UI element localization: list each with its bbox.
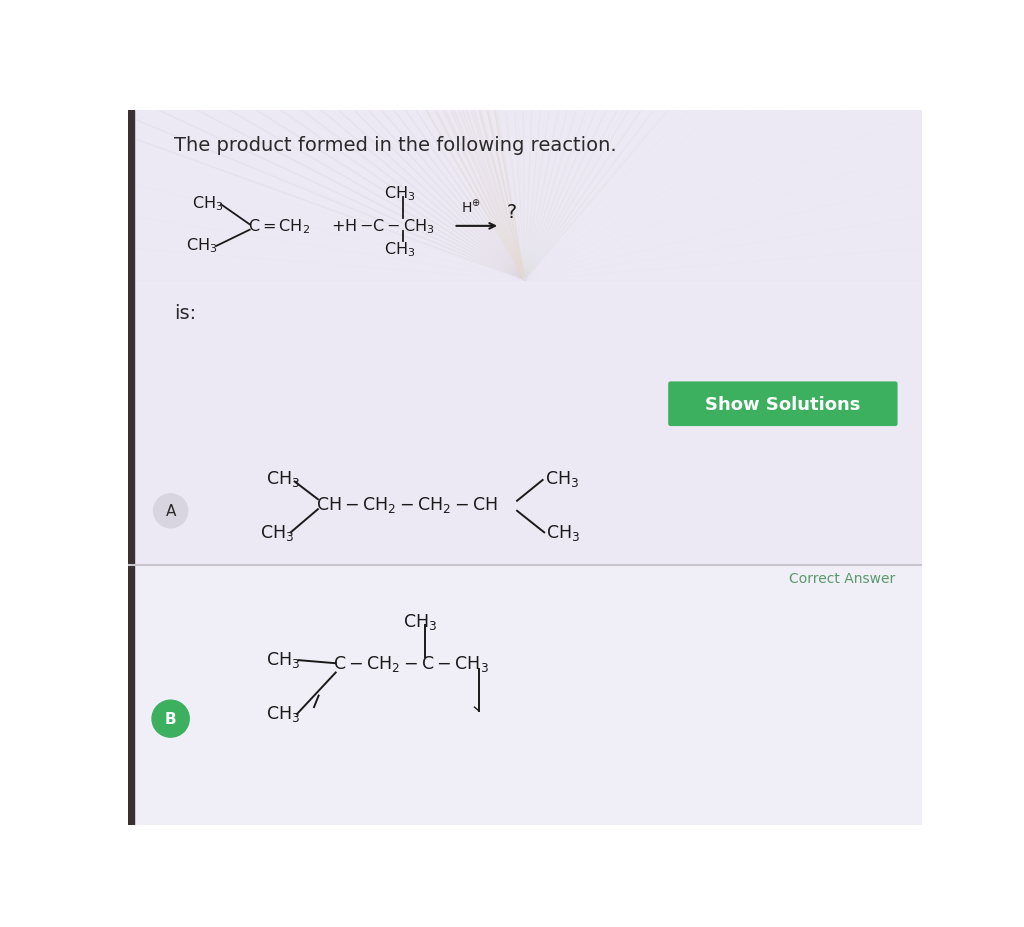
Circle shape <box>152 701 189 737</box>
Text: Correct Answer: Correct Answer <box>790 571 895 585</box>
Bar <box>128 565 922 825</box>
Text: $\mathregular{CH_3}$: $\mathregular{CH_3}$ <box>266 650 300 669</box>
Text: $\mathregular{H^{\oplus}}$: $\mathregular{H^{\oplus}}$ <box>461 199 481 216</box>
Text: $\mathregular{+ H}$: $\mathregular{+ H}$ <box>331 218 357 234</box>
Text: B: B <box>165 711 176 727</box>
Text: The product formed in the following reaction.: The product formed in the following reac… <box>174 136 617 155</box>
Text: $\mathregular{C=CH_2}$: $\mathregular{C=CH_2}$ <box>248 218 310 236</box>
Text: $\mathregular{CH_3}$: $\mathregular{CH_3}$ <box>384 240 416 260</box>
Text: $\mathregular{CH_3}$: $\mathregular{CH_3}$ <box>260 523 294 542</box>
Bar <box>128 111 922 565</box>
Text: $\mathregular{CH_3}$: $\mathregular{CH_3}$ <box>545 469 580 489</box>
Text: $\mathregular{CH_3}$: $\mathregular{CH_3}$ <box>186 235 218 255</box>
FancyBboxPatch shape <box>669 382 898 426</box>
Text: $\mathregular{C-CH_2-C-CH_3}$: $\mathregular{C-CH_2-C-CH_3}$ <box>334 654 489 674</box>
Text: ?: ? <box>506 202 516 222</box>
Text: $\mathregular{CH-CH_2-CH_2-CH}$: $\mathregular{CH-CH_2-CH_2-CH}$ <box>315 494 498 514</box>
Text: $\mathregular{CH_3}$: $\mathregular{CH_3}$ <box>266 704 300 723</box>
Bar <box>128 111 134 825</box>
Text: $\mathregular{CH_3}$: $\mathregular{CH_3}$ <box>547 523 581 542</box>
Text: Show Solutions: Show Solutions <box>706 395 860 413</box>
Text: $\mathregular{CH_3}$: $\mathregular{CH_3}$ <box>266 469 300 489</box>
Text: $\mathregular{CH_3}$: $\mathregular{CH_3}$ <box>403 611 437 631</box>
Circle shape <box>154 494 187 528</box>
Text: $\mathregular{CH_3}$: $\mathregular{CH_3}$ <box>384 184 416 203</box>
Text: is:: is: <box>174 303 197 323</box>
Text: $\mathregular{CH_3}$: $\mathregular{CH_3}$ <box>191 195 223 213</box>
Text: $\mathregular{-C-CH_3}$: $\mathregular{-C-CH_3}$ <box>359 218 434 236</box>
Text: A: A <box>166 503 176 519</box>
